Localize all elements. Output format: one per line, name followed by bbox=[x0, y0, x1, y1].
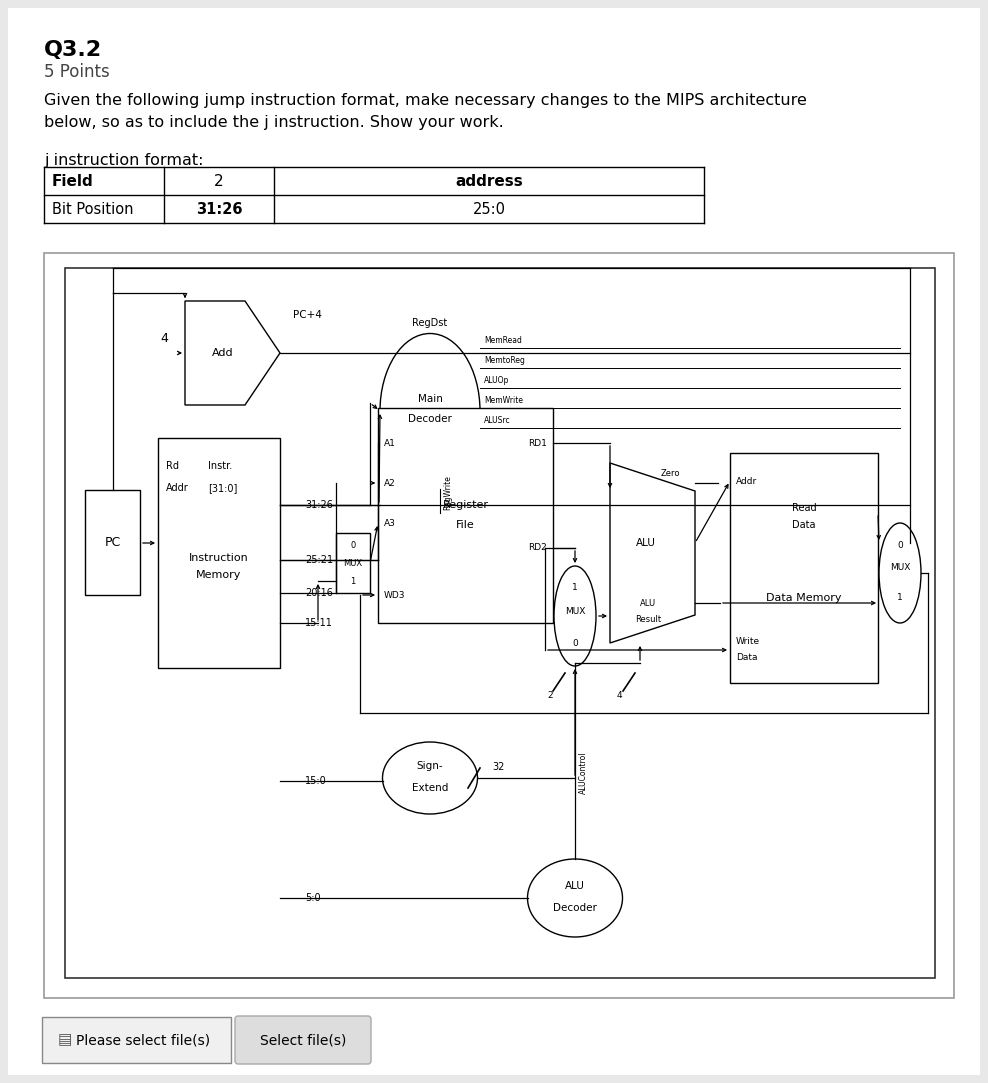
Text: Instruction: Instruction bbox=[189, 553, 249, 563]
Bar bbox=[336, 533, 370, 593]
Text: ALU: ALU bbox=[565, 880, 585, 891]
Text: RD2: RD2 bbox=[529, 544, 547, 552]
Text: [31:0]: [31:0] bbox=[208, 483, 237, 493]
Text: Write: Write bbox=[736, 637, 760, 645]
Text: Decoder: Decoder bbox=[553, 903, 597, 913]
Text: 1: 1 bbox=[572, 584, 578, 592]
Text: A3: A3 bbox=[384, 519, 396, 527]
Text: ALUControl: ALUControl bbox=[579, 752, 588, 794]
Text: 5 Points: 5 Points bbox=[44, 63, 110, 81]
Text: RD1: RD1 bbox=[529, 439, 547, 447]
Text: 0: 0 bbox=[351, 540, 356, 549]
Text: 2: 2 bbox=[547, 691, 552, 700]
Text: MemRead: MemRead bbox=[484, 336, 522, 345]
Text: MUX: MUX bbox=[565, 606, 585, 615]
Text: address: address bbox=[455, 173, 523, 188]
Text: A2: A2 bbox=[384, 479, 396, 487]
Text: Please select file(s): Please select file(s) bbox=[76, 1033, 210, 1047]
Text: Data: Data bbox=[792, 520, 816, 530]
Text: Sign-: Sign- bbox=[417, 761, 444, 771]
Text: Zero: Zero bbox=[660, 469, 680, 478]
Text: j instruction format:: j instruction format: bbox=[44, 153, 204, 168]
Polygon shape bbox=[610, 464, 695, 643]
Ellipse shape bbox=[382, 742, 477, 814]
Text: 15:11: 15:11 bbox=[305, 618, 333, 628]
Text: 4: 4 bbox=[617, 691, 622, 700]
Text: 1: 1 bbox=[897, 593, 903, 602]
Text: Q3.2: Q3.2 bbox=[44, 40, 102, 60]
Ellipse shape bbox=[554, 566, 596, 666]
Text: 1: 1 bbox=[351, 576, 356, 586]
Text: MUX: MUX bbox=[344, 559, 363, 567]
Text: Field: Field bbox=[52, 173, 94, 188]
Text: 25:21: 25:21 bbox=[305, 554, 333, 565]
Text: Register: Register bbox=[443, 500, 488, 510]
Text: Rd: Rd bbox=[166, 461, 179, 471]
Text: ALUSrc: ALUSrc bbox=[484, 416, 511, 425]
Text: PC: PC bbox=[105, 536, 121, 549]
Text: 0: 0 bbox=[572, 639, 578, 649]
Text: Add: Add bbox=[212, 348, 234, 358]
Text: MUX: MUX bbox=[890, 563, 910, 573]
Bar bbox=[158, 438, 280, 668]
Ellipse shape bbox=[879, 523, 921, 623]
Polygon shape bbox=[185, 301, 280, 405]
Text: Addr: Addr bbox=[736, 477, 757, 485]
Text: below, so as to include the j instruction. Show your work.: below, so as to include the j instructio… bbox=[44, 115, 504, 130]
Text: 31:26: 31:26 bbox=[196, 201, 242, 217]
FancyBboxPatch shape bbox=[42, 1017, 231, 1064]
Text: WD3: WD3 bbox=[384, 590, 405, 600]
Text: Select file(s): Select file(s) bbox=[260, 1033, 346, 1047]
Text: 20:16: 20:16 bbox=[305, 588, 333, 598]
Text: RegWrite: RegWrite bbox=[443, 475, 452, 510]
Text: Bit Position: Bit Position bbox=[52, 201, 133, 217]
Text: Data: Data bbox=[736, 653, 758, 663]
Bar bbox=[44, 253, 954, 999]
Text: Decoder: Decoder bbox=[408, 414, 452, 425]
Text: Given the following jump instruction format, make necessary changes to the MIPS : Given the following jump instruction for… bbox=[44, 93, 807, 108]
FancyBboxPatch shape bbox=[235, 1016, 371, 1064]
Text: ALUOp: ALUOp bbox=[484, 376, 510, 384]
Text: Extend: Extend bbox=[412, 783, 449, 793]
Text: ALU: ALU bbox=[636, 538, 656, 548]
Text: MemtoReg: MemtoReg bbox=[484, 356, 525, 365]
Text: A1: A1 bbox=[384, 439, 396, 447]
Text: 2: 2 bbox=[214, 173, 224, 188]
Bar bbox=[85, 490, 140, 595]
Text: Data Memory: Data Memory bbox=[767, 593, 842, 603]
Text: Memory: Memory bbox=[197, 570, 242, 580]
Text: File: File bbox=[456, 521, 475, 531]
Text: ▤: ▤ bbox=[58, 1032, 72, 1047]
Text: Result: Result bbox=[635, 614, 661, 624]
Ellipse shape bbox=[380, 334, 480, 488]
Text: MemWrite: MemWrite bbox=[484, 396, 523, 405]
Text: PC+4: PC+4 bbox=[293, 310, 322, 319]
Text: Instr.: Instr. bbox=[208, 461, 232, 471]
Text: 25:0: 25:0 bbox=[472, 201, 506, 217]
Text: ALU: ALU bbox=[640, 599, 656, 608]
Bar bbox=[65, 268, 935, 978]
Text: Addr: Addr bbox=[166, 483, 189, 493]
Text: Main: Main bbox=[418, 394, 443, 404]
Text: Read: Read bbox=[791, 503, 816, 513]
Text: 0: 0 bbox=[897, 540, 903, 549]
Text: 31:26: 31:26 bbox=[305, 500, 333, 510]
Text: RegDst: RegDst bbox=[412, 318, 448, 328]
Text: 15:0: 15:0 bbox=[305, 777, 327, 786]
Text: 32: 32 bbox=[492, 762, 505, 772]
Text: 4: 4 bbox=[160, 332, 168, 345]
Ellipse shape bbox=[528, 859, 622, 937]
Bar bbox=[378, 408, 553, 623]
Bar bbox=[730, 453, 878, 683]
Text: 5:0: 5:0 bbox=[305, 893, 321, 903]
